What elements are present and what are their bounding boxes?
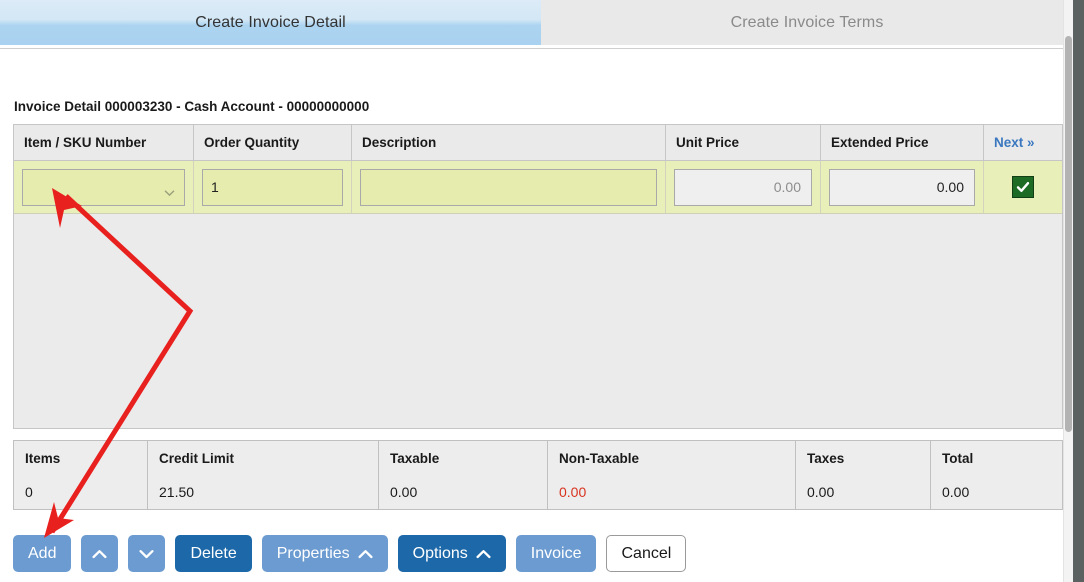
summary-taxable: Taxable 0.00 bbox=[379, 441, 548, 509]
extended-price-input[interactable] bbox=[829, 168, 975, 206]
column-header-order-quantity[interactable]: Order Quantity bbox=[194, 125, 352, 160]
options-button-label: Options bbox=[412, 544, 468, 562]
invoice-button-label: Invoice bbox=[530, 544, 582, 562]
summary-total-value: 0.00 bbox=[942, 484, 970, 500]
grid-empty-body bbox=[14, 214, 1062, 428]
summary-non-taxable-label: Non-Taxable bbox=[559, 451, 640, 466]
column-header-order-quantity-label: Order Quantity bbox=[204, 135, 300, 150]
next-columns-link[interactable]: Next » bbox=[984, 125, 1062, 160]
column-header-description[interactable]: Description bbox=[352, 125, 666, 160]
check-icon bbox=[1016, 182, 1030, 192]
row-select-checkbox[interactable] bbox=[1012, 176, 1034, 198]
delete-button[interactable]: Delete bbox=[175, 535, 252, 572]
summary-credit-limit: Credit Limit 21.50 bbox=[148, 441, 379, 509]
item-sku-number-select[interactable] bbox=[22, 168, 185, 206]
cell-extended-price bbox=[821, 161, 984, 213]
properties-button[interactable]: Properties bbox=[261, 535, 388, 572]
cell-unit-price bbox=[666, 161, 821, 213]
tab-strip: Create Invoice Detail Create Invoice Ter… bbox=[0, 0, 1073, 45]
column-header-item-sku-number-label: Item / SKU Number bbox=[24, 135, 147, 150]
column-header-unit-price-label: Unit Price bbox=[676, 135, 740, 150]
column-header-unit-price[interactable]: Unit Price bbox=[666, 125, 821, 160]
tab-create-invoice-terms-label: Create Invoice Terms bbox=[730, 13, 884, 31]
summary-credit-limit-value: 21.50 bbox=[159, 484, 195, 500]
description-input[interactable] bbox=[360, 168, 657, 206]
tab-create-invoice-detail-label: Create Invoice Detail bbox=[195, 13, 346, 31]
column-header-item-sku-number[interactable]: Item / SKU Number bbox=[14, 125, 194, 160]
column-header-extended-price[interactable]: Extended Price bbox=[821, 125, 984, 160]
chevron-up-icon bbox=[92, 549, 108, 558]
summary-taxable-value: 0.00 bbox=[390, 484, 418, 500]
summary-items-value: 0 bbox=[25, 484, 33, 500]
summary-items-label: Items bbox=[25, 451, 61, 466]
move-up-button[interactable] bbox=[81, 535, 119, 572]
move-down-button[interactable] bbox=[128, 535, 166, 572]
content-panel: Invoice Detail 000003230 - Cash Account … bbox=[0, 50, 1073, 582]
unit-price-input[interactable] bbox=[674, 168, 812, 206]
summary-total-label: Total bbox=[942, 451, 974, 466]
vertical-scrollbar-thumb[interactable] bbox=[1065, 36, 1072, 432]
cell-item-sku-number bbox=[14, 161, 194, 213]
page-title: Invoice Detail 000003230 - Cash Account … bbox=[14, 99, 370, 114]
summary-taxable-label: Taxable bbox=[390, 451, 440, 466]
column-header-extended-price-label: Extended Price bbox=[831, 135, 929, 150]
tab-create-invoice-terms[interactable]: Create Invoice Terms bbox=[541, 0, 1073, 45]
summary-taxes-value: 0.00 bbox=[807, 484, 835, 500]
add-button-label: Add bbox=[28, 544, 57, 562]
summary-total: Total 0.00 bbox=[931, 441, 1062, 509]
cell-order-quantity bbox=[194, 161, 352, 213]
grid-header-row: Item / SKU Number Order Quantity Descrip… bbox=[14, 125, 1062, 161]
delete-button-label: Delete bbox=[190, 544, 237, 562]
column-header-description-label: Description bbox=[362, 135, 437, 150]
add-button[interactable]: Add bbox=[13, 535, 72, 572]
properties-button-label: Properties bbox=[276, 544, 350, 562]
summary-items: Items 0 bbox=[14, 441, 148, 509]
chevron-up-icon bbox=[476, 549, 491, 558]
cancel-button-label: Cancel bbox=[621, 544, 672, 562]
chevron-up-icon bbox=[358, 549, 373, 558]
summary-table: Items 0 Credit Limit 21.50 Taxable 0.00 … bbox=[13, 440, 1063, 510]
order-quantity-input[interactable] bbox=[202, 168, 343, 206]
item-sku-number-select-wrap bbox=[22, 168, 185, 206]
cell-description bbox=[352, 161, 666, 213]
summary-taxes-label: Taxes bbox=[807, 451, 845, 466]
next-columns-link-label: Next » bbox=[994, 135, 1035, 150]
invoice-detail-grid: Item / SKU Number Order Quantity Descrip… bbox=[13, 124, 1063, 429]
options-button[interactable]: Options bbox=[397, 535, 506, 572]
cell-row-select bbox=[984, 161, 1062, 213]
table-row[interactable] bbox=[14, 161, 1062, 214]
invoice-button[interactable]: Invoice bbox=[515, 535, 597, 572]
tab-create-invoice-detail[interactable]: Create Invoice Detail bbox=[0, 0, 541, 45]
cancel-button[interactable]: Cancel bbox=[606, 535, 687, 572]
chevron-down-icon bbox=[139, 549, 155, 558]
summary-taxes: Taxes 0.00 bbox=[796, 441, 931, 509]
tab-strip-underline bbox=[0, 45, 1073, 49]
action-button-bar: Add Delete Properties bbox=[13, 535, 687, 572]
summary-non-taxable: Non-Taxable 0.00 bbox=[548, 441, 796, 509]
page-outer-background bbox=[1073, 0, 1084, 582]
summary-non-taxable-value: 0.00 bbox=[559, 484, 587, 500]
summary-credit-limit-label: Credit Limit bbox=[159, 451, 235, 466]
